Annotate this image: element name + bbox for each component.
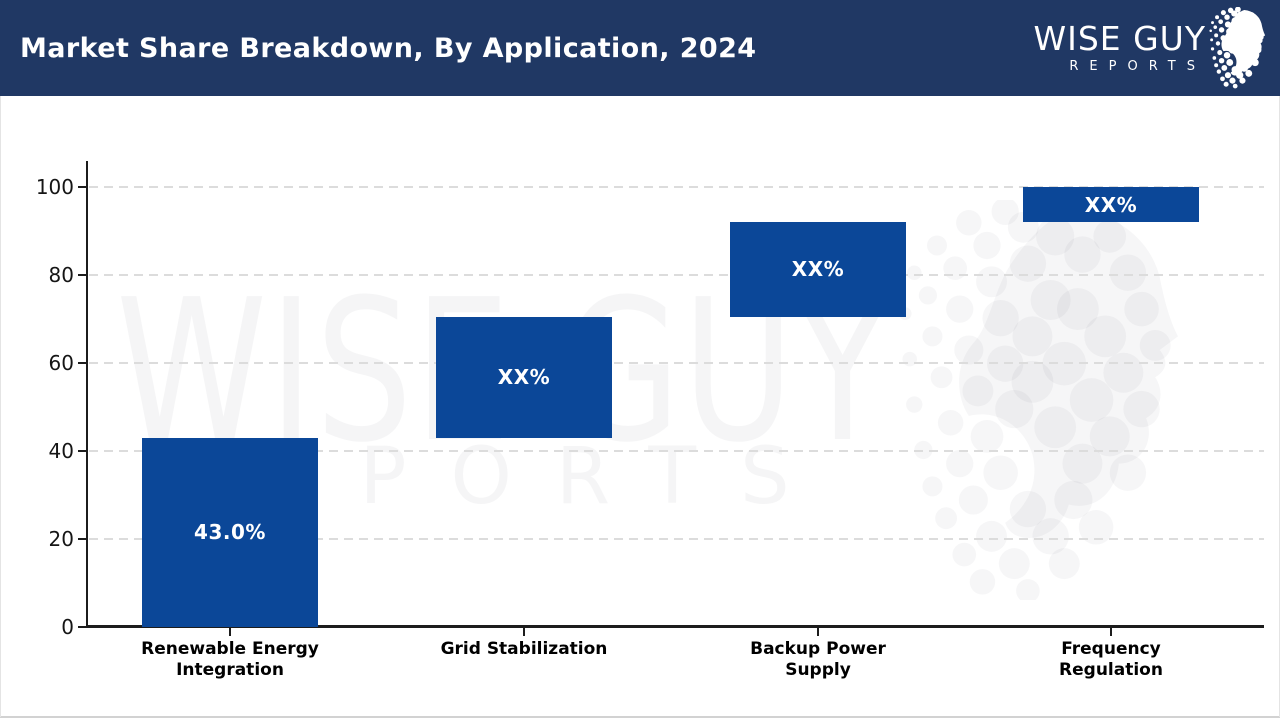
- watermark-face-icon: [898, 200, 1178, 600]
- bar-value-label: XX%: [497, 365, 551, 390]
- x-tick-mark: [817, 628, 819, 636]
- market-share-bar: 43.0%: [142, 437, 318, 627]
- y-tick-mark: [78, 538, 86, 540]
- x-category-label: Renewable Energy Integration: [70, 639, 390, 681]
- y-axis-tick-label: 20: [48, 527, 74, 551]
- y-gridline: [89, 274, 1264, 276]
- logo-name-text: WISE GUY: [1033, 19, 1206, 58]
- x-category-label-line: Renewable Energy: [141, 639, 319, 659]
- x-tick-mark: [523, 628, 525, 636]
- market-share-bar: XX%: [1023, 187, 1199, 223]
- bar-value-label: 43.0%: [194, 520, 266, 545]
- y-axis-tick-label: 40: [48, 439, 74, 463]
- y-axis-tick-label: 60: [48, 351, 74, 375]
- y-axis-tick-label: 80: [48, 263, 74, 287]
- logo-sub-text: REPORTS: [1069, 59, 1206, 74]
- market-share-bar: XX%: [730, 222, 906, 317]
- y-tick-mark: [78, 362, 86, 364]
- y-tick-mark: [78, 450, 86, 452]
- x-tick-mark: [1110, 628, 1112, 636]
- x-category-label: Frequency Regulation: [951, 639, 1271, 681]
- x-category-label: Grid Stabilization: [364, 639, 684, 660]
- x-axis-line: [86, 625, 1264, 628]
- y-gridline: [89, 450, 1264, 452]
- x-tick-mark: [229, 628, 231, 636]
- y-gridline: [89, 362, 1264, 364]
- y-axis-tick-label: 100: [35, 175, 74, 199]
- x-category-label-line: Frequency: [1061, 639, 1161, 659]
- market-share-bar: XX%: [436, 316, 612, 438]
- wise-guy-reports-logo: WISE GUY REPORTS: [1033, 7, 1266, 89]
- y-tick-mark: [78, 274, 86, 276]
- x-category-label-line: Grid Stabilization: [440, 639, 608, 659]
- y-gridline: [89, 538, 1264, 540]
- page-title: Market Share Breakdown, By Application, …: [20, 32, 757, 64]
- x-category-label-line: Regulation: [1059, 660, 1163, 680]
- y-tick-mark: [78, 626, 86, 628]
- bar-value-label: XX%: [791, 257, 845, 282]
- header-bar: Market Share Breakdown, By Application, …: [0, 0, 1280, 96]
- bar-value-label: XX%: [1084, 192, 1138, 217]
- y-tick-mark: [78, 186, 86, 188]
- bottom-frame-line: [0, 716, 1280, 718]
- left-frame-line: [0, 96, 1, 717]
- y-axis-line: [86, 161, 88, 628]
- x-category-label-line: Backup Power: [750, 639, 886, 659]
- x-category-label-line: Integration: [176, 660, 284, 680]
- x-category-label: Backup Power Supply: [658, 639, 978, 681]
- y-gridline: [89, 186, 1264, 188]
- logo-face-icon: [1209, 7, 1266, 89]
- x-category-label-line: Supply: [785, 660, 851, 680]
- y-axis-tick-label: 0: [61, 615, 74, 639]
